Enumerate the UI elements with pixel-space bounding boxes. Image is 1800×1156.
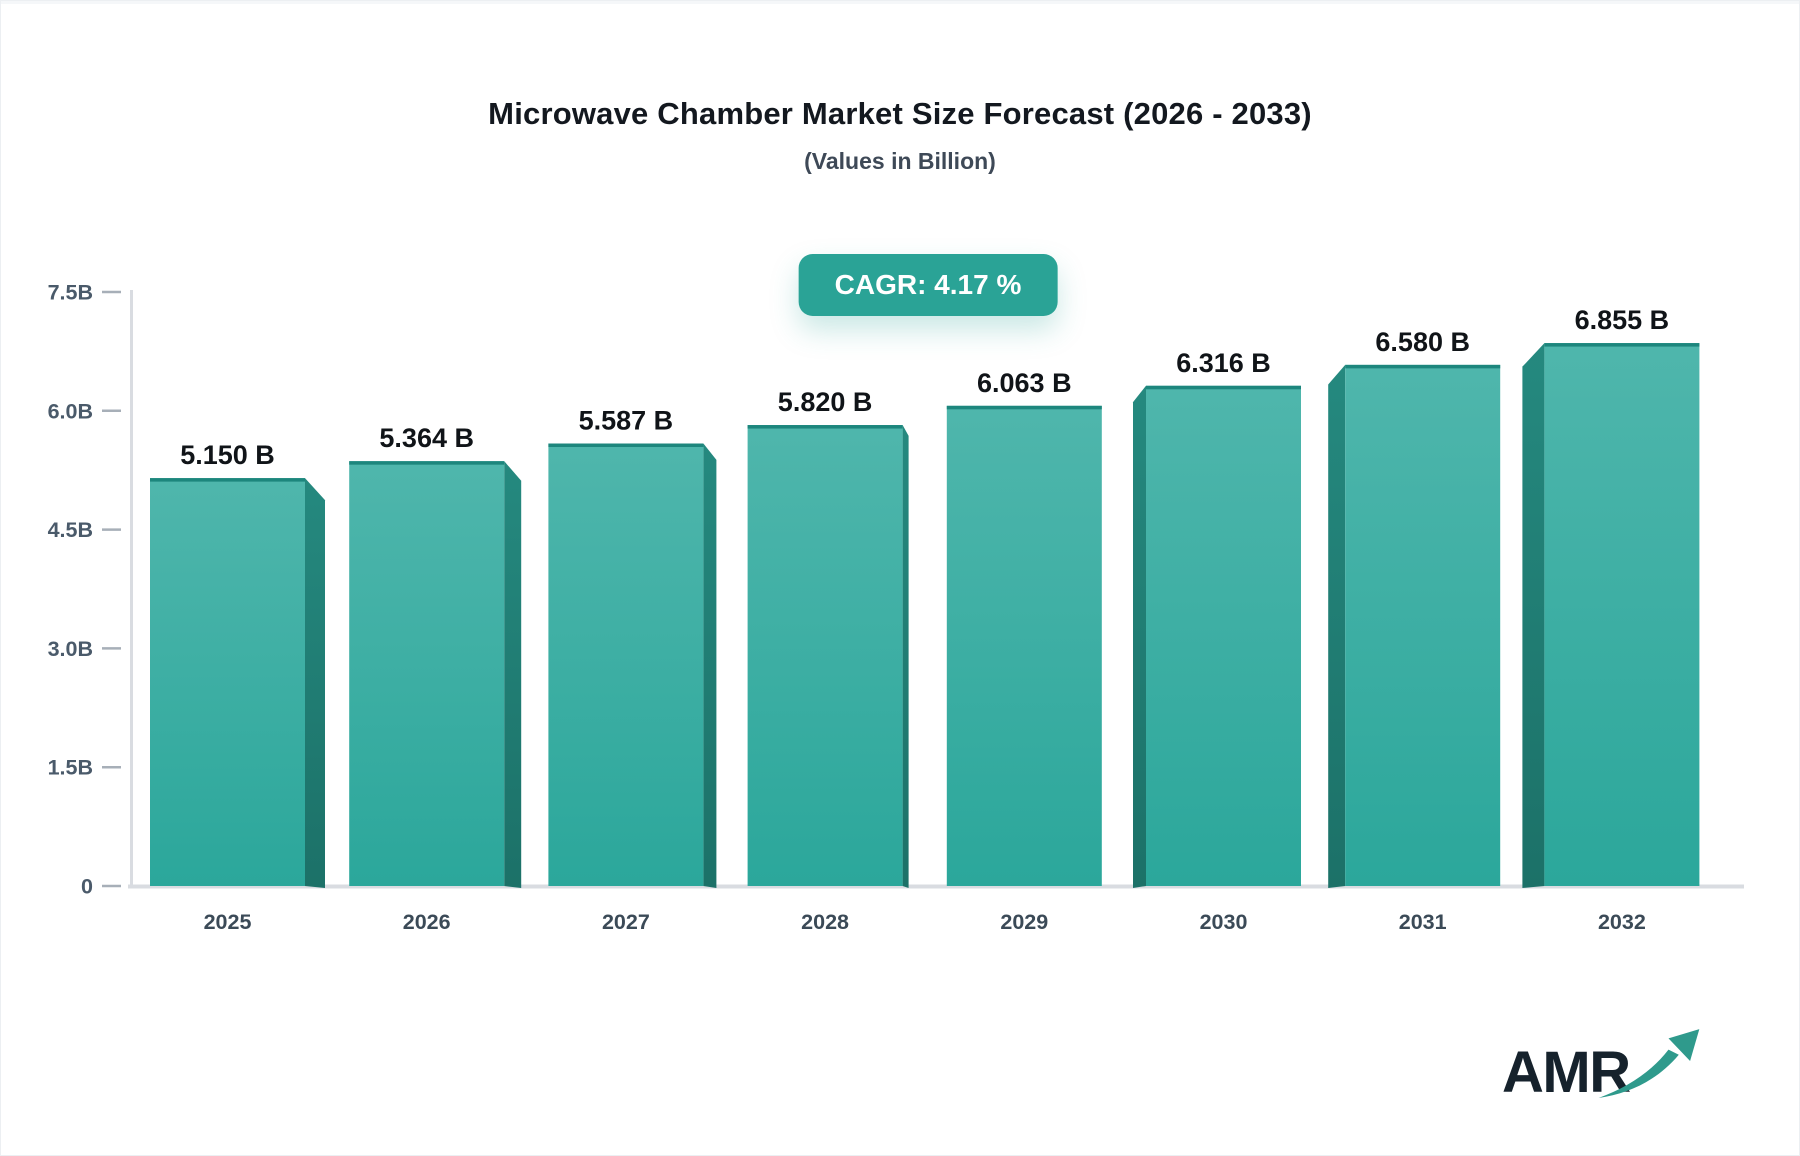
chart-subtitle: (Values in Billion) <box>804 148 996 174</box>
x-axis-label: 2032 <box>1598 910 1646 934</box>
y-tick-label: 3.0B <box>48 637 93 661</box>
x-axis-line <box>128 884 1744 889</box>
bar-value-label: 5.587 B <box>579 406 674 436</box>
bar-2031[interactable] <box>1345 364 1501 886</box>
trend-up-arrow-icon <box>1598 1029 1700 1098</box>
bar-value-label: 5.820 B <box>778 387 873 417</box>
x-axis-label: 2026 <box>403 910 451 934</box>
bar-side-face <box>1328 364 1346 888</box>
y-tick-label: 6.0B <box>48 399 93 423</box>
bar-top-edge <box>548 443 704 448</box>
x-axis-label: 2030 <box>1200 910 1248 934</box>
bar-2028[interactable] <box>747 425 903 886</box>
bar-top-edge <box>1544 343 1700 347</box>
x-axis-label: 2028 <box>801 910 849 934</box>
bar-2026[interactable] <box>349 461 505 886</box>
y-tick-label: 0 <box>81 875 93 899</box>
x-axis-label: 2025 <box>204 910 252 934</box>
y-tick-label: 1.5B <box>48 756 93 780</box>
bar-top-edge <box>150 478 305 482</box>
bar-side-face <box>305 478 325 888</box>
amr-logo: AMR <box>1502 1022 1712 1106</box>
bar-value-label: 6.580 B <box>1375 327 1470 357</box>
bar-top-edge <box>747 425 903 429</box>
bar-top-edge <box>1146 385 1301 390</box>
chart-title: Microwave Chamber Market Size Forecast (… <box>488 96 1312 131</box>
y-axis-line <box>130 290 133 886</box>
bar-side-face <box>1522 343 1545 889</box>
bar-value-label: 5.150 B <box>180 440 275 470</box>
bar-value-label: 5.364 B <box>379 423 474 453</box>
bar-side-face <box>902 425 909 888</box>
bar-2029[interactable] <box>946 405 1102 886</box>
bar-side-face <box>504 461 522 888</box>
bar-2025[interactable] <box>150 478 305 886</box>
x-axis-label: 2029 <box>1000 910 1048 934</box>
bar-2030[interactable] <box>1146 385 1301 886</box>
bar-2032[interactable] <box>1544 343 1700 887</box>
bar-top-edge <box>1345 364 1501 369</box>
bar-top-edge <box>946 405 1102 410</box>
bar-value-label: 6.063 B <box>977 368 1072 398</box>
bar-value-label: 6.316 B <box>1176 348 1271 378</box>
bar-2027[interactable] <box>548 443 704 886</box>
y-tick-label: 4.5B <box>48 518 93 542</box>
bar-side-face <box>703 443 717 888</box>
x-axis-label: 2027 <box>602 910 650 934</box>
bar-top-edge <box>349 461 505 465</box>
x-axis-label: 2031 <box>1399 910 1447 934</box>
bar-side-face <box>1133 385 1146 888</box>
cagr-badge: CAGR: 4.17 % <box>798 254 1058 316</box>
y-tick-label: 7.5B <box>48 281 93 305</box>
amr-logo-text: AMR <box>1502 1040 1631 1105</box>
bar-value-label: 6.855 B <box>1575 305 1670 335</box>
